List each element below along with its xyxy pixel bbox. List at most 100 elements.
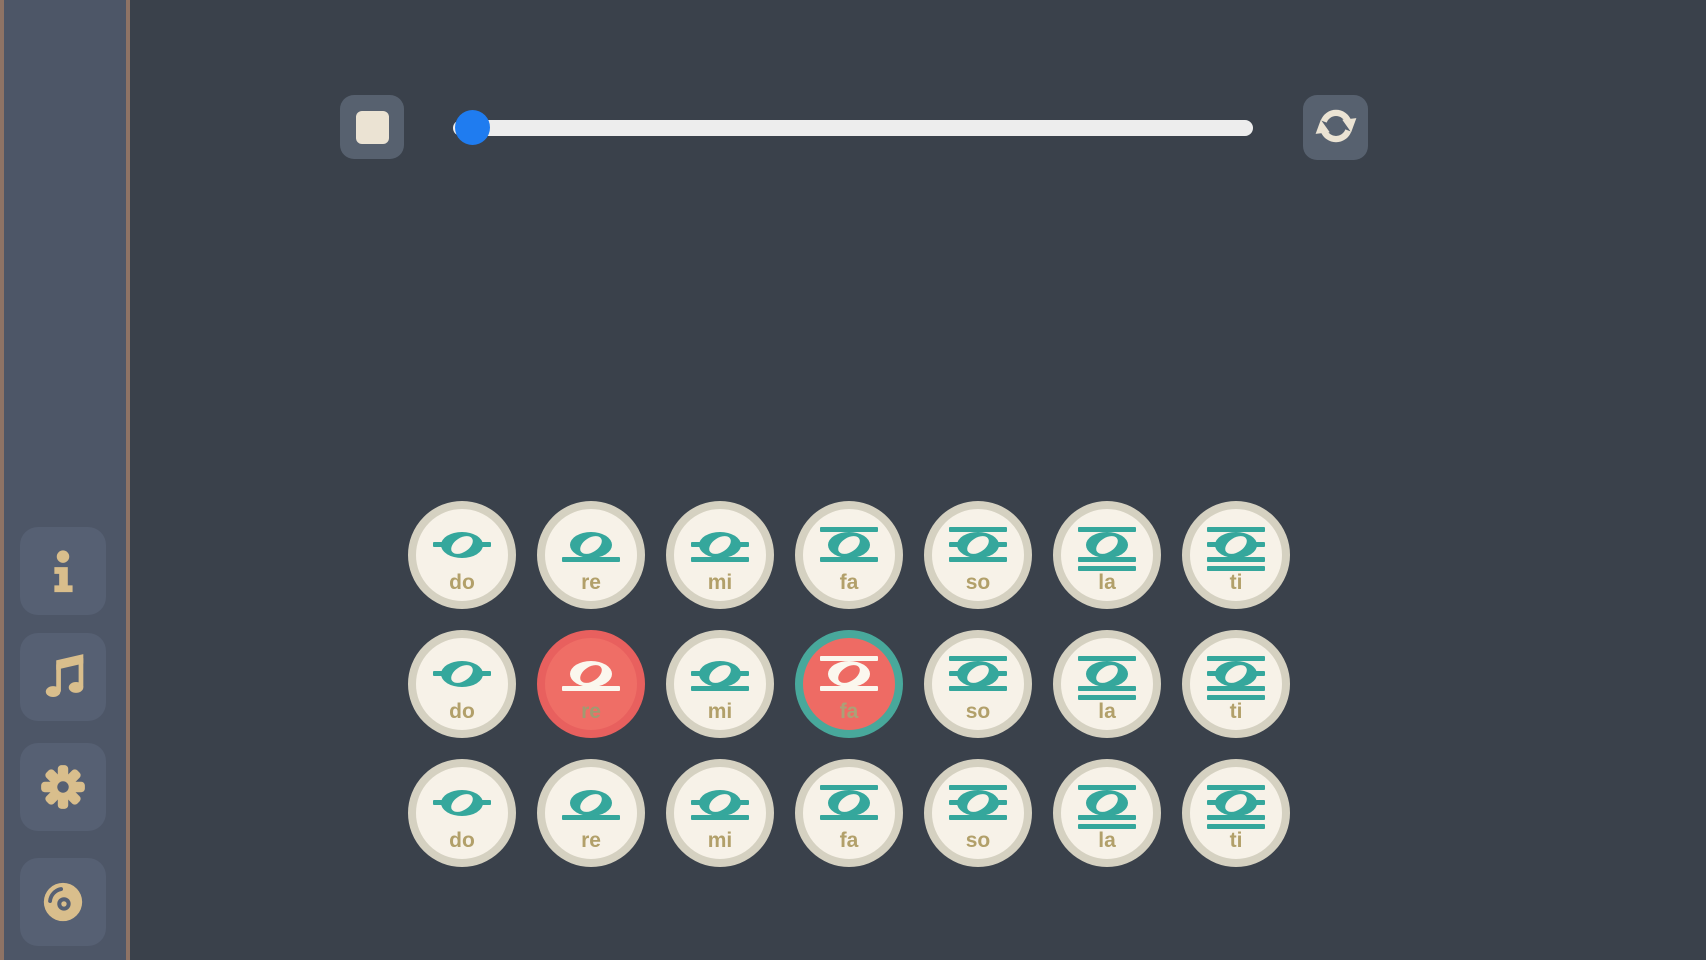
note-button-row3-la[interactable]: la [1053, 759, 1161, 867]
stop-icon [355, 110, 389, 144]
note-label: do [449, 829, 475, 852]
whole-note-icon [946, 775, 1010, 831]
solfege-grid: do re mi fa so la ti do re mi fa so la ti do re mi fa so la… [408, 501, 1290, 867]
note-button-row3-ti[interactable]: ti [1182, 759, 1290, 867]
note-label: mi [707, 571, 733, 594]
whole-note-icon [688, 775, 752, 831]
sidebar [0, 0, 130, 960]
gear-icon [38, 762, 88, 812]
note-button-row1-do[interactable]: do [408, 501, 516, 609]
slider-track[interactable] [453, 120, 1253, 136]
whole-note-icon [946, 517, 1010, 573]
note-label: re [581, 829, 601, 852]
note-label: so [965, 571, 991, 594]
info-icon [40, 548, 86, 594]
staff-line [562, 815, 620, 820]
music-button[interactable] [20, 633, 106, 721]
note-button-row2-do[interactable]: do [408, 630, 516, 738]
staff-line [1207, 566, 1265, 571]
note-button-row1-la[interactable]: la [1053, 501, 1161, 609]
staff-line [1207, 656, 1265, 661]
note-label: ti [1229, 571, 1243, 594]
whole-note-icon [817, 646, 881, 702]
stop-button[interactable] [340, 95, 404, 159]
info-button[interactable] [20, 527, 106, 615]
note-label: mi [707, 829, 733, 852]
whole-note-icon [1075, 517, 1139, 573]
whole-note-icon [559, 775, 623, 831]
staff-line [1078, 527, 1136, 532]
note-button-row3-fa[interactable]: fa [795, 759, 903, 867]
staff-line [1078, 557, 1136, 562]
whole-note-icon [559, 517, 623, 573]
progress-slider[interactable] [453, 95, 1253, 160]
note-label: do [449, 571, 475, 594]
audio-button[interactable] [20, 858, 106, 946]
note-label: la [1098, 571, 1116, 594]
staff-line [691, 557, 749, 562]
note-label: la [1098, 829, 1116, 852]
note-button-row1-mi[interactable]: mi [666, 501, 774, 609]
whole-note-icon [1204, 646, 1268, 702]
staff-line [1078, 824, 1136, 829]
staff-line [949, 557, 1007, 562]
note-label: fa [839, 700, 859, 723]
note-label: so [965, 829, 991, 852]
note-button-row3-re[interactable]: re [537, 759, 645, 867]
note-button-row1-so[interactable]: so [924, 501, 1032, 609]
replay-button[interactable] [1303, 95, 1368, 160]
whole-note-icon [946, 646, 1010, 702]
whole-note-icon [688, 517, 752, 573]
staff-line [949, 527, 1007, 532]
disc-icon [40, 879, 86, 925]
music-note-icon [38, 652, 88, 702]
staff-line [1207, 686, 1265, 691]
note-button-row3-so[interactable]: so [924, 759, 1032, 867]
note-label: fa [839, 571, 859, 594]
whole-note-icon [430, 646, 494, 702]
note-button-row1-re[interactable]: re [537, 501, 645, 609]
whole-note-icon [1075, 646, 1139, 702]
staff-line [820, 527, 878, 532]
staff-line [1207, 695, 1265, 700]
staff-line [1207, 557, 1265, 562]
slider-thumb[interactable] [455, 110, 490, 145]
whole-note-icon [1204, 517, 1268, 573]
staff-line [949, 656, 1007, 661]
staff-line [1078, 815, 1136, 820]
staff-line [820, 557, 878, 562]
staff-line [1207, 824, 1265, 829]
staff-line [949, 785, 1007, 790]
note-button-row2-la[interactable]: la [1053, 630, 1161, 738]
whole-note-icon [430, 775, 494, 831]
whole-note-icon [559, 646, 623, 702]
note-button-row3-do[interactable]: do [408, 759, 516, 867]
note-button-row2-mi[interactable]: mi [666, 630, 774, 738]
note-button-row2-so[interactable]: so [924, 630, 1032, 738]
refresh-icon [1313, 103, 1359, 152]
staff-line [562, 557, 620, 562]
note-button-row2-fa[interactable]: fa [795, 630, 903, 738]
note-button-row2-ti[interactable]: ti [1182, 630, 1290, 738]
whole-note-icon [1075, 775, 1139, 831]
note-label: re [581, 700, 601, 723]
staff-line [949, 815, 1007, 820]
note-button-row3-mi[interactable]: mi [666, 759, 774, 867]
staff-line [820, 815, 878, 820]
note-label: ti [1229, 829, 1243, 852]
staff-line [820, 785, 878, 790]
note-button-row1-ti[interactable]: ti [1182, 501, 1290, 609]
note-button-row2-re[interactable]: re [537, 630, 645, 738]
staff-line [1078, 695, 1136, 700]
whole-note-icon [430, 517, 494, 573]
whole-note-icon [1204, 775, 1268, 831]
whole-note-icon [688, 646, 752, 702]
whole-note-icon [817, 517, 881, 573]
settings-button[interactable] [20, 743, 106, 831]
note-label: fa [839, 829, 859, 852]
staff-line [691, 815, 749, 820]
note-label: ti [1229, 700, 1243, 723]
staff-line [1078, 566, 1136, 571]
note-button-row1-fa[interactable]: fa [795, 501, 903, 609]
note-label: re [581, 571, 601, 594]
